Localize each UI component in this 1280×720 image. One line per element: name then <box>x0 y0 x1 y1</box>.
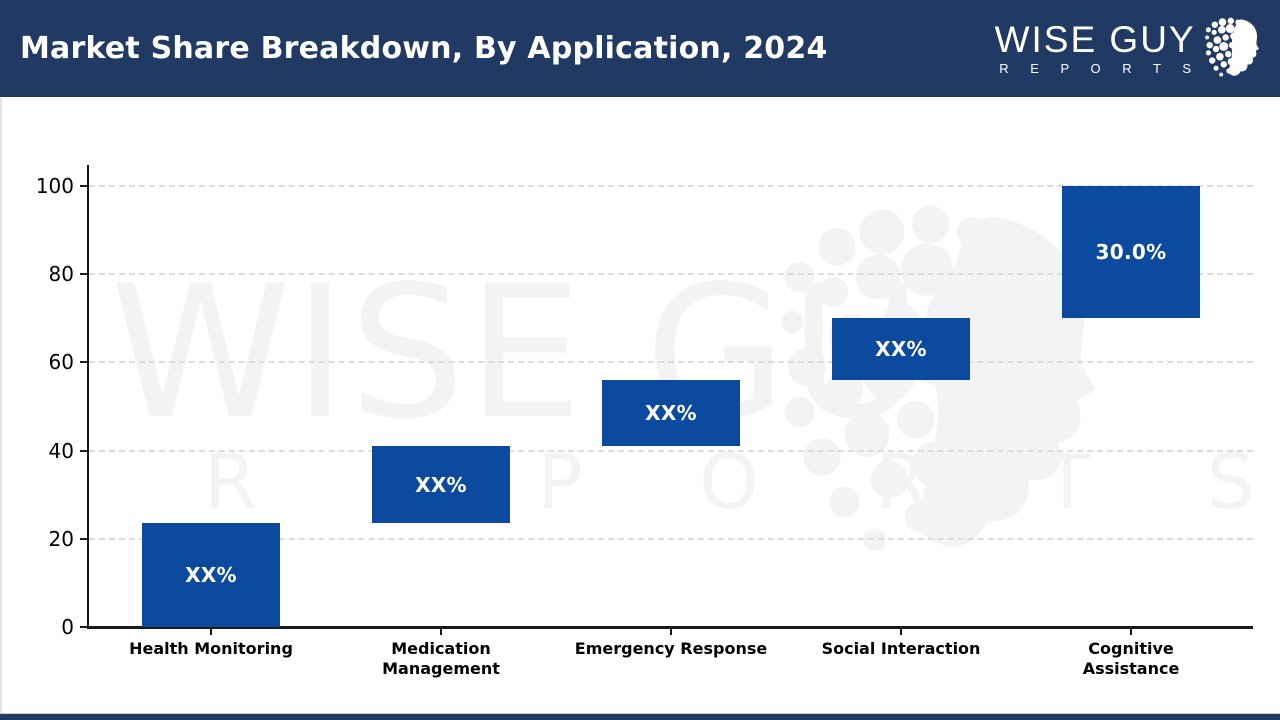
x-tick-label-health-monitoring: Health Monitoring <box>129 639 293 658</box>
logo-wordmark: WISE GUY <box>994 18 1196 60</box>
y-tick-label-60: 60 <box>48 350 74 375</box>
gridline-80 <box>89 273 1253 276</box>
x-tick-mark-medication-management <box>440 627 442 635</box>
y-tick-mark-100 <box>80 185 88 187</box>
bar-cognitive-assistance: 30.0% <box>1062 186 1200 319</box>
y-tick-label-0: 0 <box>61 615 74 639</box>
x-tick-label-cognitive-assistance: Cognitive Assistance <box>1082 639 1180 678</box>
wise-guy-face-logo-icon <box>1205 17 1259 77</box>
y-tick-mark-40 <box>80 449 88 452</box>
y-tick-mark-80 <box>80 273 88 276</box>
y-tick-label-40: 40 <box>48 438 74 463</box>
y-tick-label-100: 100 <box>35 174 74 198</box>
bar-social-interaction: XX% <box>832 318 970 381</box>
y-tick-mark-20 <box>80 537 88 540</box>
bar-value-label-social-interaction: XX% <box>875 337 927 362</box>
y-tick-label-80: 80 <box>48 262 74 287</box>
page-title: Market Share Breakdown, By Application, … <box>20 31 828 66</box>
bar-value-label-health-monitoring: XX% <box>185 563 237 588</box>
x-tick-label-social-interaction: Social Interaction <box>821 639 981 658</box>
bar-health-monitoring: XX% <box>142 523 280 627</box>
footer-strip <box>0 713 1280 720</box>
left-edge-line <box>0 97 2 713</box>
x-tick-label-medication-management: Medication Management <box>382 639 500 678</box>
x-tick-label-emergency-response: Emergency Response <box>574 639 768 658</box>
bar-value-label-cognitive-assistance: 30.0% <box>1095 240 1167 265</box>
x-tick-mark-health-monitoring <box>210 627 212 635</box>
gridline-20 <box>89 537 1253 540</box>
y-tick-label-20: 20 <box>48 526 74 551</box>
wise-guy-logo: WISE GUY R E P O R T S <box>990 10 1266 88</box>
wise-guy-logo-text: WISE GUY R E P O R T S <box>990 18 1200 77</box>
x-tick-mark-emergency-response <box>670 627 672 635</box>
gridline-100 <box>89 185 1253 187</box>
bar-value-label-medication-management: XX% <box>415 472 467 497</box>
header-banner: Market Share Breakdown, By Application, … <box>0 0 1280 97</box>
logo-subtitle: R E P O R T S <box>999 60 1200 76</box>
bar-medication-management: XX% <box>372 446 510 524</box>
x-tick-mark-social-interaction <box>900 627 902 635</box>
y-axis-spine <box>87 165 89 629</box>
y-tick-mark-0 <box>80 626 88 628</box>
x-tick-mark-cognitive-assistance <box>1130 627 1132 635</box>
gridline-60 <box>89 361 1253 364</box>
y-tick-mark-60 <box>80 361 88 364</box>
gridline-40 <box>89 449 1253 452</box>
bar-emergency-response: XX% <box>602 380 740 447</box>
bar-value-label-emergency-response: XX% <box>645 401 697 426</box>
